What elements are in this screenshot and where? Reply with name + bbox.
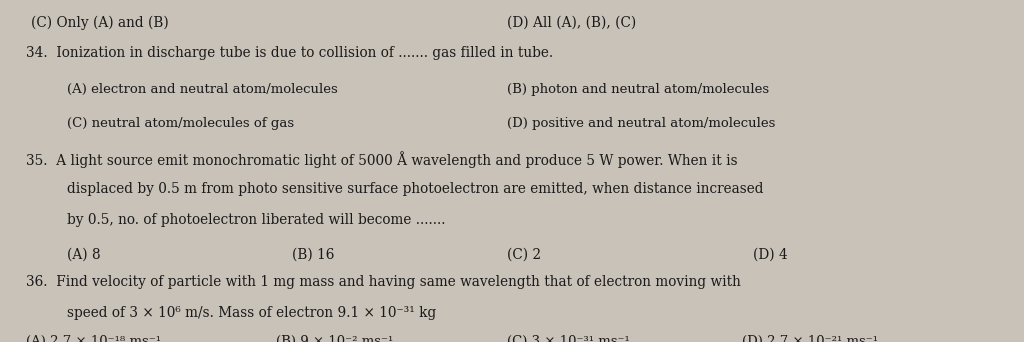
Text: displaced by 0.5 m from photo sensitive surface photoelectron are emitted, when : displaced by 0.5 m from photo sensitive … [67,182,763,196]
Text: 34.  Ionization in discharge tube is due to collision of ....... gas filled in t: 34. Ionization in discharge tube is due … [26,46,553,60]
Text: (D) All (A), (B), (C): (D) All (A), (B), (C) [507,15,636,29]
Text: (B) 16: (B) 16 [292,248,334,262]
Text: (C) 3 × 10⁻³¹ ms⁻¹: (C) 3 × 10⁻³¹ ms⁻¹ [507,334,630,342]
Text: (D) 2.7 × 10⁻²¹ ms⁻¹: (D) 2.7 × 10⁻²¹ ms⁻¹ [742,334,879,342]
Text: by 0.5, no. of photoelectron liberated will become .......: by 0.5, no. of photoelectron liberated w… [67,213,445,227]
Text: (A) 8: (A) 8 [67,248,100,262]
Text: (A) electron and neutral atom/molecules: (A) electron and neutral atom/molecules [67,83,337,96]
Text: (D) positive and neutral atom/molecules: (D) positive and neutral atom/molecules [507,117,775,130]
Text: 36.  Find velocity of particle with 1 mg mass and having same wavelength that of: 36. Find velocity of particle with 1 mg … [26,275,740,289]
Text: (D) 4: (D) 4 [753,248,787,262]
Text: (B) photon and neutral atom/molecules: (B) photon and neutral atom/molecules [507,83,769,96]
Text: (A) 2.7 × 10⁻¹⁸ ms⁻¹: (A) 2.7 × 10⁻¹⁸ ms⁻¹ [26,334,161,342]
Text: (C) Only (A) and (B): (C) Only (A) and (B) [31,15,169,30]
Text: 35.  A light source emit monochromatic light of 5000 Å wavelength and produce 5 : 35. A light source emit monochromatic li… [26,151,737,168]
Text: (C) neutral atom/molecules of gas: (C) neutral atom/molecules of gas [67,117,294,130]
Text: (B) 9 × 10⁻² ms⁻¹: (B) 9 × 10⁻² ms⁻¹ [276,334,394,342]
Text: (C) 2: (C) 2 [507,248,541,262]
Text: speed of 3 × 10⁶ m/s. Mass of electron 9.1 × 10⁻³¹ kg: speed of 3 × 10⁶ m/s. Mass of electron 9… [67,306,436,320]
